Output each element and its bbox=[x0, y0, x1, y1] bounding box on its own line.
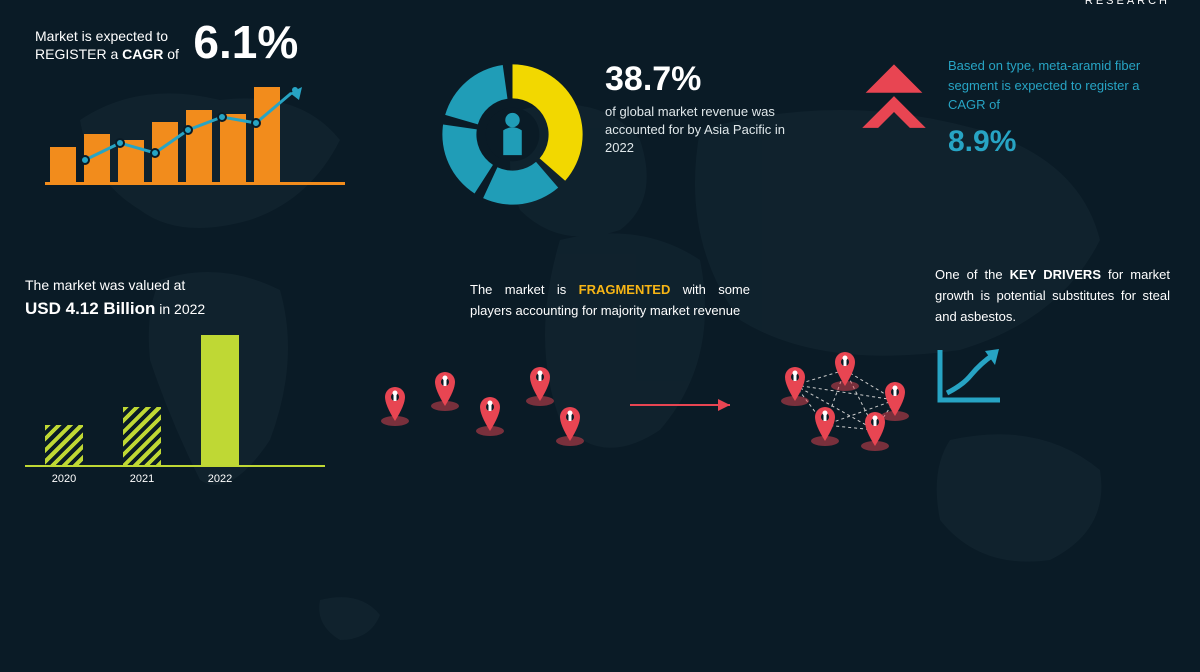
valuation-block: The market was valued at USD 4.12 Billio… bbox=[25, 275, 325, 467]
logo-sub: RESEARCH bbox=[1085, 0, 1170, 7]
cagr-bold: CAGR bbox=[122, 46, 163, 62]
valuation-prefix: The market was valued at bbox=[25, 277, 185, 293]
valuation-suffix: in 2022 bbox=[159, 301, 205, 317]
valuation-bars: 202020212022 bbox=[25, 337, 325, 467]
cagr-text: Market is expected toREGISTER a CAGR of bbox=[35, 27, 179, 63]
donut-desc: of global market revenue was accounted f… bbox=[605, 103, 805, 158]
driver-text: One of the KEY DRIVERS for market growth… bbox=[935, 265, 1170, 327]
logo-text: EMERGEN RESEARCH bbox=[1055, 0, 1170, 10]
driver-bold: KEY DRIVERS bbox=[1010, 267, 1101, 282]
frag-highlight: FRAGMENTED bbox=[579, 282, 671, 297]
meta-desc: Based on type, meta-aramid fiber segment… bbox=[948, 56, 1170, 115]
growth-bar-chart bbox=[45, 85, 345, 220]
bars-group bbox=[45, 85, 345, 185]
valuation-text: The market was valued at USD 4.12 Billio… bbox=[25, 275, 325, 322]
cagr-value: 6.1% bbox=[193, 15, 298, 69]
driver-prefix: One of the bbox=[935, 267, 1010, 282]
meta-aramid-block: Based on type, meta-aramid fiber segment… bbox=[860, 56, 1170, 164]
fragmented-block: The market is FRAGMENTED with some playe… bbox=[470, 280, 750, 322]
cagr-headline: Market is expected toREGISTER a CAGR of … bbox=[35, 15, 298, 69]
infographic-root: Market is expected toREGISTER a CAGR of … bbox=[0, 0, 1200, 40]
meta-pct: 8.9% bbox=[948, 119, 1170, 164]
key-driver-block: One of the KEY DRIVERS for market growth… bbox=[935, 265, 1170, 410]
emergen-logo: EMERGEN RESEARCH bbox=[1055, 0, 1170, 10]
growth-arrow-icon bbox=[935, 345, 1005, 405]
donut-caption: 38.7% of global market revenue was accou… bbox=[605, 60, 805, 158]
asia-pacific-donut bbox=[430, 52, 595, 217]
frag-prefix: The market is bbox=[470, 282, 579, 297]
meta-text: Based on type, meta-aramid fiber segment… bbox=[948, 56, 1170, 164]
up-arrows-icon bbox=[860, 56, 928, 164]
donut-pct: 38.7% bbox=[605, 60, 805, 99]
valuation-bold: USD 4.12 Billion bbox=[25, 299, 155, 318]
fragmented-text: The market is FRAGMENTED with some playe… bbox=[470, 280, 750, 322]
